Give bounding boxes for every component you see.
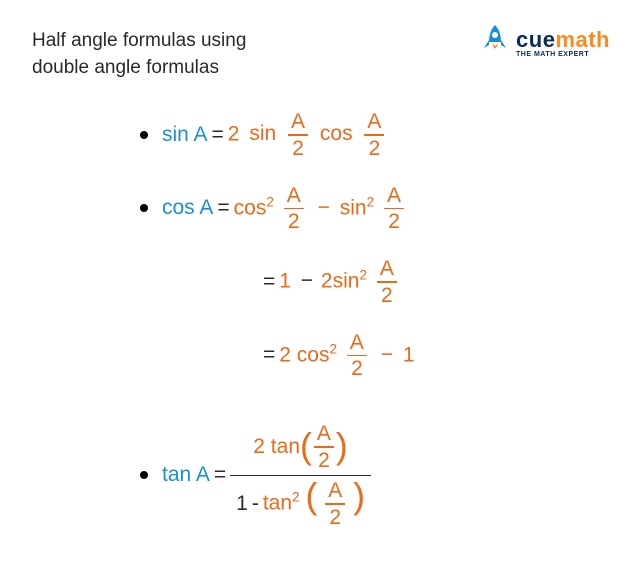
title-line-2: double angle formulas [32,57,219,78]
lhs-cos: cos A [162,196,213,220]
logo-wordmark: cuemath [516,27,610,53]
rhs-cos-3: 2 cos2 A2 − 1 [279,332,414,380]
bullet-icon [140,471,148,479]
title-line-1: Half angle formulas using [32,30,246,51]
lhs-tan: tan A [162,463,210,487]
bullet-icon [140,131,148,139]
logo-tagline: THE MATH EXPERT [516,51,589,58]
brand-logo: cuemath THE MATH EXPERT [480,24,610,60]
formula-list: sin A = 2 sin A2 cos A2 cos A = cos2 A2 … [0,81,630,532]
formula-cos-3: = 2 cos2 A2 − 1 [259,332,630,380]
rocket-icon [480,24,510,60]
bullet-icon [140,204,148,212]
formula-cos-2: = 1 − 2sin2 A2 [259,258,630,306]
page-title: Half angle formulas using double angle f… [32,28,246,81]
formula-sin: sin A = 2 sin A2 cos A2 [140,111,630,159]
formula-cos-1: cos A = cos2 A2 − sin2 A2 [140,185,630,233]
header: Half angle formulas using double angle f… [0,0,630,81]
equals: = [263,343,275,367]
equals: = [217,196,229,220]
logo-text: cuemath THE MATH EXPERT [516,27,610,58]
logo-math: math [555,27,610,52]
rhs-sin: 2 sin A2 cos A2 [228,111,387,159]
rhs-cos-1: cos2 A2 − sin2 A2 [234,185,408,233]
equals: = [263,270,275,294]
formula-tan: tan A = 2 tan ( A2 ) 1 - tan2 ( A2 ) [140,419,630,532]
rhs-tan: 2 tan ( A2 ) 1 - tan2 ( A2 ) [230,419,371,532]
logo-cue: cue [516,27,555,52]
rhs-cos-2: 1 − 2sin2 A2 [279,258,401,306]
equals: = [212,123,224,147]
lhs-sin: sin A [162,123,208,147]
equals: = [214,463,226,487]
